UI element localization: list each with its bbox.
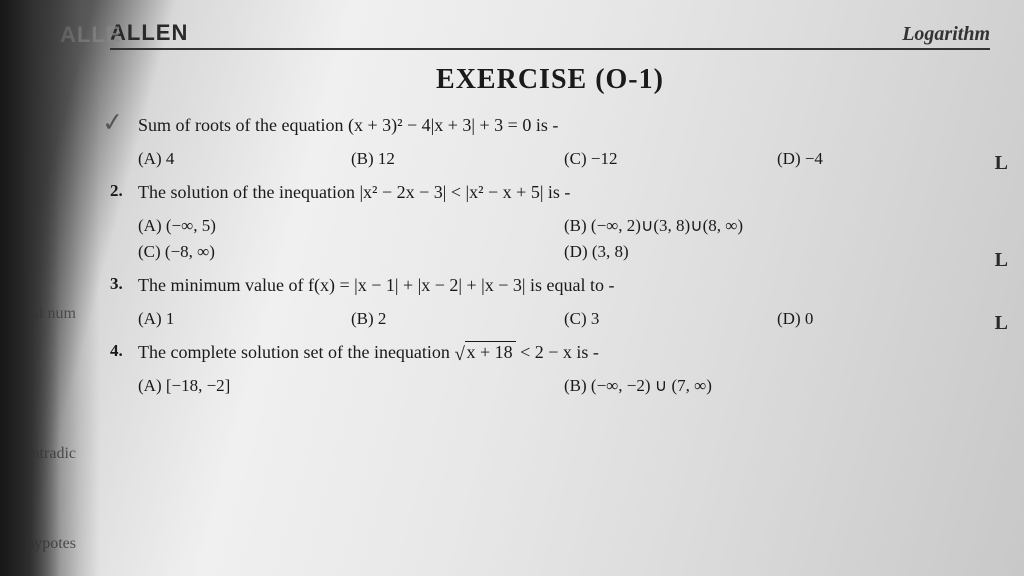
q4-post: < 2 − x is - — [520, 342, 599, 362]
question-1: ✓ Sum of roots of the equation (x + 3)² … — [110, 112, 990, 169]
question-3: 3. The minimum value of f(x) = |x − 1| +… — [110, 272, 990, 329]
option-a: (A) 1 — [138, 309, 351, 329]
options-row: (A) [−18, −2] (B) (−∞, −2) ∪ (7, ∞) — [138, 376, 990, 396]
level-marker: L — [995, 152, 1008, 175]
level-marker: L — [995, 312, 1008, 335]
option-d: (D) (3, 8) — [564, 242, 990, 262]
sqrt-expr: x + 18 — [465, 341, 515, 362]
page-content: ALLE ALLEN Logarithm EXERCISE (O-1) ✓ Su… — [90, 10, 1010, 416]
option-a: (A) [−18, −2] — [138, 376, 564, 396]
option-b: (B) 2 — [351, 309, 564, 329]
question-2: 2. The solution of the inequation |x² − … — [110, 179, 990, 262]
option-d: (D) 0 — [777, 309, 990, 329]
question-text: Sum of roots of the equation (x + 3)² − … — [138, 112, 990, 139]
option-a: (A) 4 — [138, 149, 351, 169]
question-text: The minimum value of f(x) = |x − 1| + |x… — [138, 272, 990, 299]
topic-label: Logarithm — [902, 23, 990, 46]
options-row: (A) (−∞, 5) (B) (−∞, 2)∪(3, 8)∪(8, ∞) (C… — [138, 216, 990, 262]
option-b: (B) 12 — [351, 149, 564, 169]
q4-pre: The complete solution set of the inequat… — [138, 342, 454, 362]
question-number: 3. — [110, 274, 123, 294]
option-c: (C) (−8, ∞) — [138, 242, 564, 262]
brand-left: ALLEN — [110, 20, 188, 46]
page-header: ALLEN Logarithm — [110, 20, 990, 50]
brand-outer: ALLE — [60, 22, 121, 48]
level-marker: L — [995, 249, 1008, 272]
question-text: The complete solution set of the inequat… — [138, 339, 990, 366]
option-b: (B) (−∞, 2)∪(3, 8)∪(8, ∞) — [564, 216, 990, 236]
options-row: (A) 4 (B) 12 (C) −12 (D) −4 — [138, 149, 990, 169]
options-row: (A) 1 (B) 2 (C) 3 (D) 0 — [138, 309, 990, 329]
option-d: (D) −4 — [777, 149, 990, 169]
question-number: 4. — [110, 341, 123, 361]
question-text: The solution of the inequation |x² − 2x … — [138, 179, 990, 206]
option-b: (B) (−∞, −2) ∪ (7, ∞) — [564, 376, 990, 396]
question-4: 4. The complete solution set of the ineq… — [110, 339, 990, 396]
tick-mark: ✓ — [101, 107, 125, 139]
option-c: (C) −12 — [564, 149, 777, 169]
option-c: (C) 3 — [564, 309, 777, 329]
exercise-title: EXERCISE (O-1) — [110, 64, 990, 96]
option-a: (A) (−∞, 5) — [138, 216, 564, 236]
question-number: 2. — [110, 181, 123, 201]
